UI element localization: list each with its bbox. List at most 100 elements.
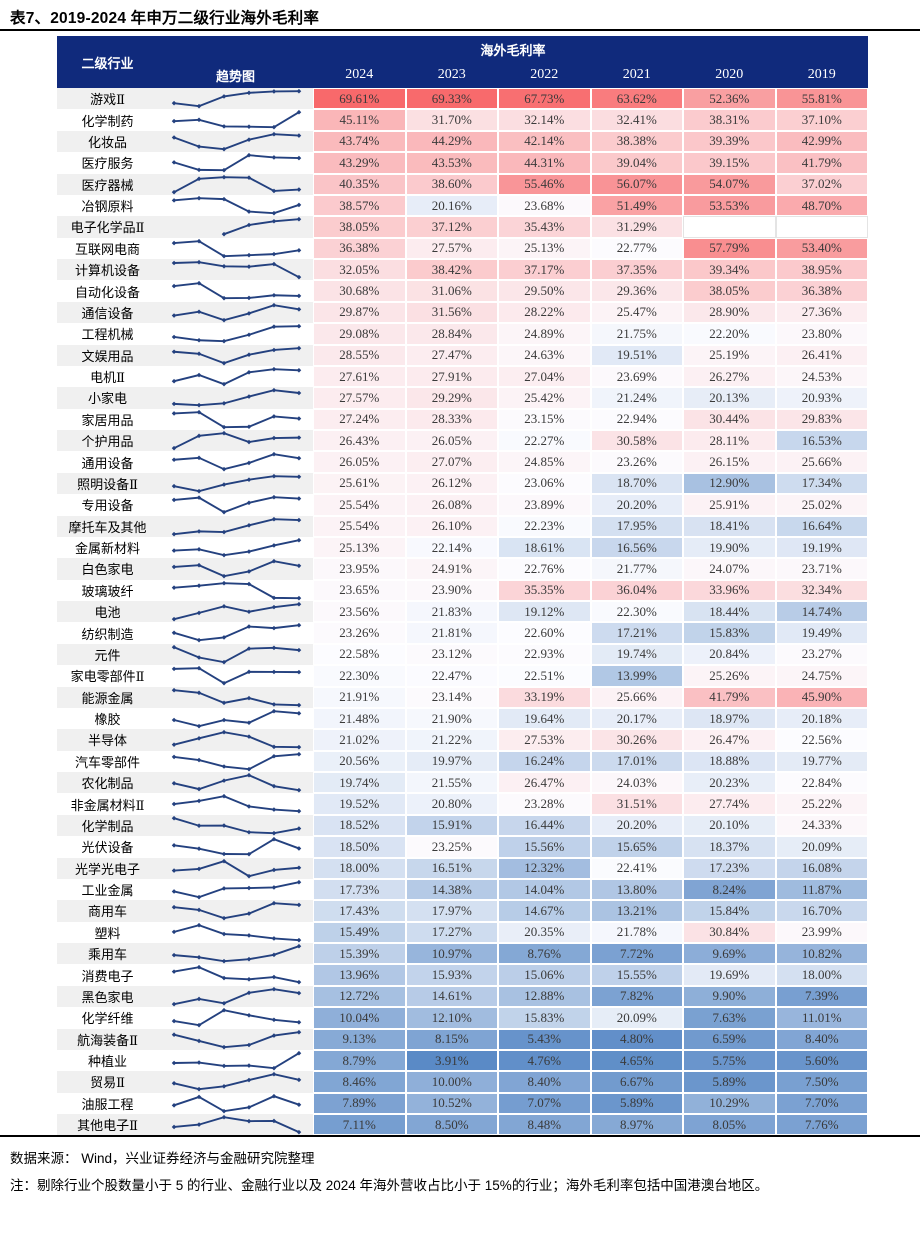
sparkline-marker bbox=[271, 388, 277, 393]
sparkline-marker bbox=[171, 929, 177, 934]
sparkline-marker bbox=[271, 837, 277, 842]
sparkline-marker bbox=[221, 778, 227, 783]
sparkline-marker bbox=[221, 1108, 227, 1114]
industry-name: 光学光电子 bbox=[57, 857, 158, 879]
value-cell: 38.05% bbox=[683, 280, 776, 302]
table-row: 自动化设备 30.68% 31.06% 29.50% 29.36% 38.05% 36.38… bbox=[57, 280, 868, 302]
sparkline-marker bbox=[271, 595, 277, 600]
value-cell: 25.66% bbox=[590, 686, 683, 708]
sparkline-marker bbox=[296, 1020, 302, 1025]
sparkline-marker bbox=[171, 815, 177, 821]
sparkline-marker bbox=[171, 260, 177, 266]
value-cell: 44.29% bbox=[405, 130, 498, 153]
sparkline-marker bbox=[196, 403, 202, 408]
trend-sparkline bbox=[158, 750, 313, 772]
trend-sparkline bbox=[158, 323, 313, 345]
value-cell: 25.42% bbox=[498, 387, 591, 409]
value-cell: 14.61% bbox=[405, 985, 498, 1008]
sparkline-marker bbox=[221, 360, 227, 365]
value-cell: 63.62% bbox=[590, 88, 683, 110]
value-cell: 42.14% bbox=[498, 130, 591, 153]
sparkline-marker bbox=[296, 88, 302, 94]
value-cell: 17.73% bbox=[313, 878, 406, 901]
value-cell: 22.14% bbox=[405, 536, 498, 559]
table-row: 工程机械 29.08% 28.84% 24.89% 21.75% 22.20% 23.80% bbox=[57, 323, 868, 345]
trend-sparkline bbox=[158, 707, 313, 730]
value-cell: 7.72% bbox=[590, 943, 683, 965]
value-cell: 26.15% bbox=[683, 451, 776, 473]
value-cell: 27.04% bbox=[498, 365, 591, 388]
value-cell: 5.89% bbox=[683, 1071, 776, 1093]
value-cell: 29.50% bbox=[498, 280, 591, 302]
value-cell: 14.04% bbox=[498, 878, 591, 901]
table-row: 文娱用品 28.55% 27.47% 24.63% 19.51% 25.19% 26.41% bbox=[57, 344, 868, 366]
value-cell: 10.52% bbox=[405, 1092, 498, 1114]
value-cell: 23.89% bbox=[498, 494, 591, 516]
sparkline-marker bbox=[296, 345, 302, 350]
industry-name: 自动化设备 bbox=[57, 280, 158, 302]
industry-name: 光伏设备 bbox=[57, 836, 158, 858]
sparkline-marker bbox=[171, 742, 177, 748]
sparkline-marker bbox=[171, 483, 177, 489]
sparkline-marker bbox=[246, 956, 252, 962]
value-cell: 17.97% bbox=[405, 900, 498, 922]
sparkline-marker bbox=[296, 1077, 302, 1083]
value-cell: 45.90% bbox=[775, 686, 868, 708]
value-cell: 22.84% bbox=[775, 772, 868, 794]
value-cell: 25.26% bbox=[683, 665, 776, 687]
value-cell: 39.04% bbox=[590, 152, 683, 174]
value-cell: 27.74% bbox=[683, 793, 776, 815]
value-cell: 10.04% bbox=[313, 1007, 406, 1029]
industry-name: 通信设备 bbox=[57, 301, 158, 324]
value-cell: 20.17% bbox=[590, 707, 683, 730]
value-cell: 38.31% bbox=[683, 109, 776, 131]
sparkline-marker bbox=[221, 851, 227, 857]
sparkline-marker bbox=[196, 309, 202, 314]
trend-sparkline bbox=[158, 173, 313, 195]
value-cell bbox=[683, 216, 776, 238]
sparkline-marker bbox=[171, 134, 177, 140]
sparkline-marker bbox=[171, 754, 177, 759]
sparkline-marker bbox=[246, 124, 252, 130]
table-row: 医疗器械 40.35% 38.60% 55.46% 56.07% 54.07% 37.02% bbox=[57, 173, 868, 195]
sparkline-marker bbox=[246, 174, 252, 180]
value-cell: 43.29% bbox=[313, 152, 406, 174]
value-cell: 20.23% bbox=[683, 772, 776, 794]
sparkline-marker bbox=[271, 125, 277, 130]
sparkline-marker bbox=[171, 1001, 177, 1007]
sparkline-marker bbox=[296, 496, 302, 502]
trend-sparkline bbox=[158, 1007, 313, 1029]
sparkline-marker bbox=[246, 90, 252, 96]
value-cell: 51.49% bbox=[590, 194, 683, 217]
sparkline-marker bbox=[221, 467, 227, 472]
value-cell: 12.72% bbox=[313, 985, 406, 1008]
value-cell: 10.97% bbox=[405, 943, 498, 965]
industry-name: 纺织制造 bbox=[57, 622, 158, 644]
value-cell: 38.60% bbox=[405, 173, 498, 195]
value-cell: 4.80% bbox=[590, 1028, 683, 1050]
sparkline-marker bbox=[171, 616, 177, 622]
sparkline-marker bbox=[296, 324, 302, 329]
value-cell: 38.38% bbox=[590, 130, 683, 153]
value-cell: 29.83% bbox=[775, 408, 868, 430]
value-cell: 7.50% bbox=[775, 1071, 868, 1093]
industry-name: 家电零部件Ⅱ bbox=[57, 665, 158, 687]
sparkline-marker bbox=[171, 100, 177, 106]
sparkline-marker bbox=[221, 232, 227, 237]
value-cell: 41.79% bbox=[683, 686, 776, 708]
table-row: 医疗服务 43.29% 43.53% 44.31% 39.04% 39.15% 41.79% bbox=[57, 152, 868, 174]
sparkline-marker bbox=[296, 217, 302, 222]
sparkline-marker bbox=[171, 410, 177, 416]
trend-sparkline bbox=[158, 985, 313, 1008]
sparkline-marker bbox=[171, 969, 177, 975]
sparkline-marker bbox=[296, 133, 302, 138]
value-cell: 56.07% bbox=[590, 173, 683, 195]
value-cell: 57.79% bbox=[683, 237, 776, 259]
trend-sparkline bbox=[158, 921, 313, 943]
sparkline-marker bbox=[271, 251, 277, 257]
value-cell: 19.97% bbox=[405, 750, 498, 772]
value-cell: 7.76% bbox=[775, 1114, 868, 1136]
table-row: 橡胶 21.48% 21.90% 19.64% 20.17% 18.97% 20.18% bbox=[57, 707, 868, 730]
value-cell: 23.06% bbox=[498, 472, 591, 495]
sparkline-marker bbox=[196, 175, 202, 181]
